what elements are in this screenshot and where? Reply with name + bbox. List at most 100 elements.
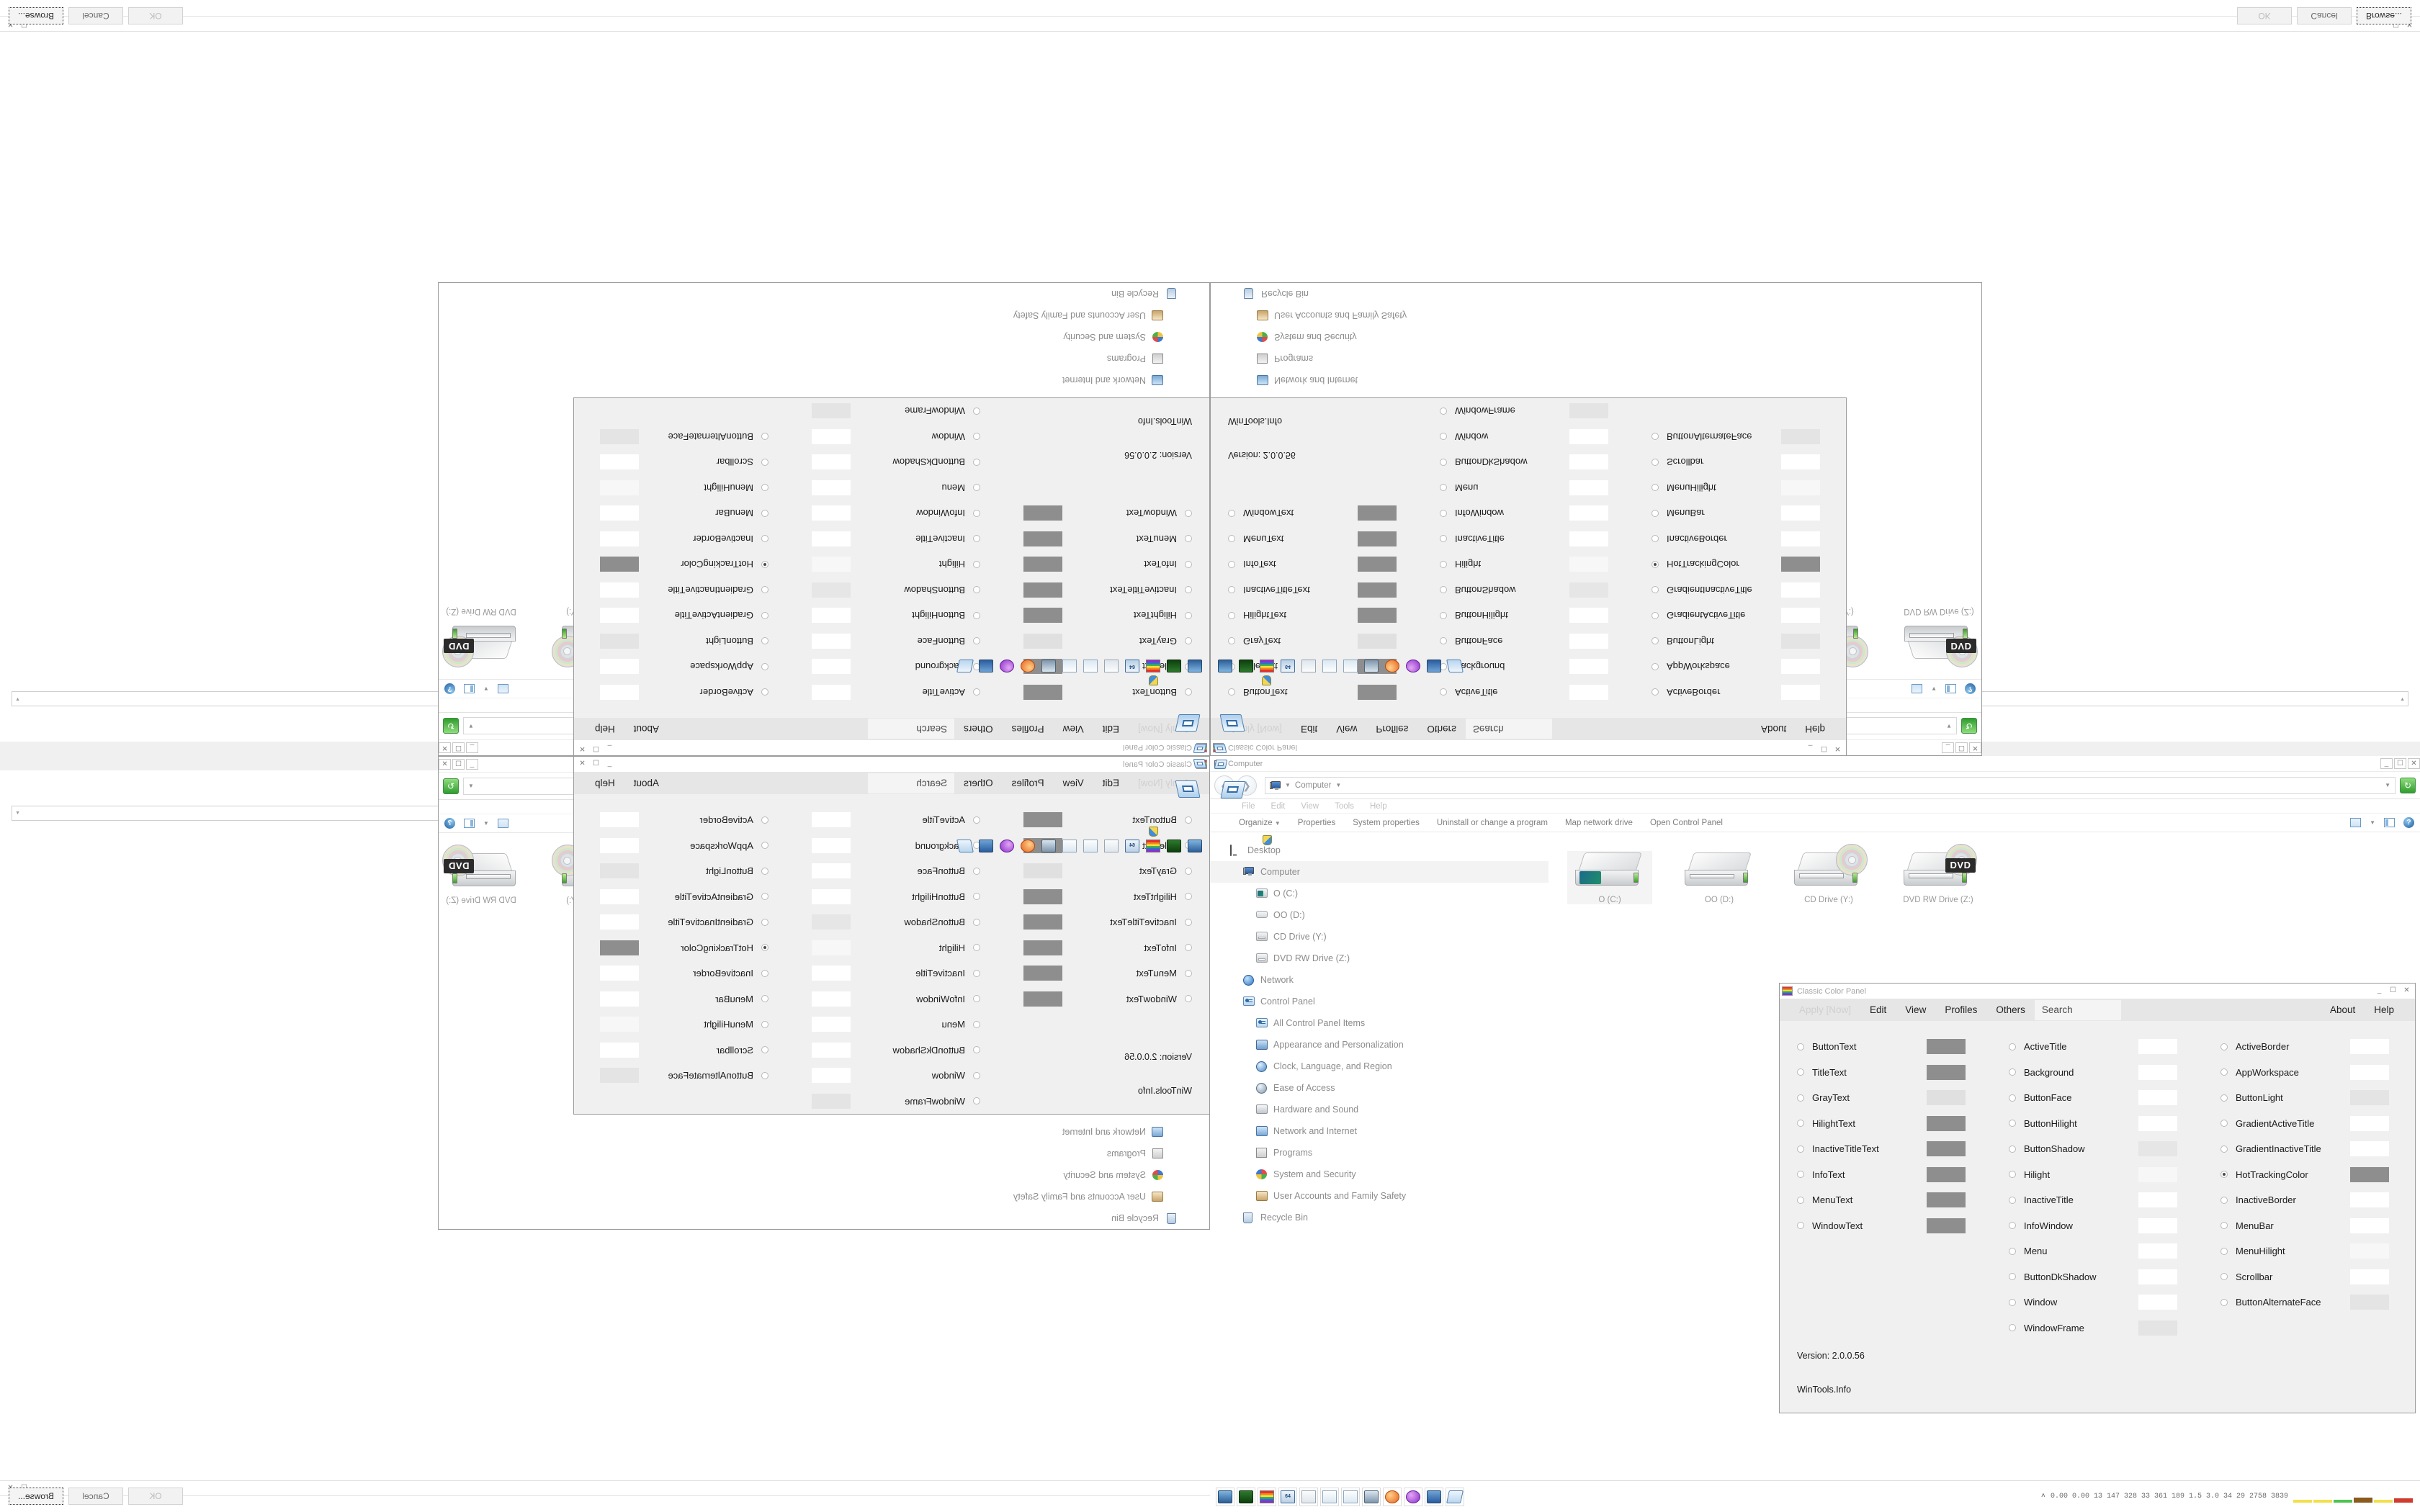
ccp-menu-about[interactable]: About <box>633 724 660 734</box>
ccp-title-bar[interactable]: Classic Color Panel _ ☐ ✕ <box>574 740 1209 755</box>
color-row-infowindow[interactable]: InfoWindow <box>786 986 998 1012</box>
color-row-buttonhilight[interactable]: ButtonHilight <box>786 603 998 629</box>
color-row-hilight[interactable]: Hilight <box>786 935 998 961</box>
taskbar-item[interactable]: 64 <box>1278 1487 1297 1506</box>
explorer-command-bar[interactable]: Organize ▼ Properties System properties … <box>1210 814 2420 832</box>
color-swatch-background[interactable] <box>812 837 851 853</box>
color-swatch-appworkspace[interactable] <box>1781 659 1820 675</box>
color-swatch-buttonalternateface[interactable] <box>600 1068 639 1084</box>
color-swatch-hilight[interactable] <box>2138 1166 2177 1182</box>
color-row-menutext[interactable]: MenuText <box>998 526 1209 552</box>
color-radio-inactiveborder[interactable] <box>761 969 768 977</box>
color-radio-hilighttext[interactable] <box>1797 1120 1804 1128</box>
tree-item-system-and-security[interactable]: System and Security <box>1210 1164 1549 1185</box>
color-radio-gradientactivetitle[interactable] <box>761 893 768 901</box>
command-organize[interactable]: Organize ▼ <box>1239 818 1281 827</box>
taskbar-item[interactable] <box>1320 1487 1339 1506</box>
color-radio-activeborder[interactable] <box>761 688 768 696</box>
color-radio-buttondkshadow[interactable] <box>1440 458 1447 466</box>
color-swatch-menuhilight[interactable] <box>600 1017 639 1032</box>
color-radio-graytext[interactable] <box>1797 1094 1804 1102</box>
ccp-minimize-button[interactable]: _ <box>607 744 612 752</box>
color-swatch-menubar[interactable] <box>2350 1218 2389 1233</box>
color-row-buttontext[interactable]: ButtonText <box>998 807 1209 833</box>
color-row-hilighttext[interactable]: HilightText <box>1780 1111 1991 1137</box>
color-row-menuhilight[interactable]: MenuHilight <box>574 1012 786 1038</box>
color-radio-hilighttext[interactable] <box>1228 611 1235 619</box>
color-radio-gradientinactivetitle[interactable] <box>1652 586 1659 594</box>
tree-item-cd-drive-y[interactable]: CD Drive (Y:) <box>1210 926 1549 948</box>
color-row-buttonalternateface[interactable]: ButtonAlternateFace <box>574 424 786 450</box>
tree-item-hardware-and-sound[interactable]: Hardware and Sound <box>1210 1099 1549 1120</box>
color-radio-buttonalternateface[interactable] <box>761 1071 768 1079</box>
color-swatch-infotext[interactable] <box>1023 940 1062 955</box>
color-swatch-windowtext[interactable] <box>1358 505 1397 521</box>
color-row-infowindow[interactable]: InfoWindow <box>1991 1213 2203 1239</box>
color-radio-windowframe[interactable] <box>973 407 980 415</box>
color-swatch-buttonshadow[interactable] <box>2138 1141 2177 1157</box>
tree-item-programs[interactable]: Programs <box>871 1143 1209 1164</box>
color-swatch-titletext[interactable] <box>1927 1064 1966 1080</box>
ccp-title-bar[interactable]: Classic Color Panel _ ☐ ✕ <box>1780 984 2415 999</box>
color-row-hilight[interactable]: Hilight <box>786 552 998 577</box>
drive-item-dvd-rw-drive-z[interactable]: DVD DVD RW Drive (Z:) <box>1896 844 1981 904</box>
color-swatch-inactiveborder[interactable] <box>1781 531 1820 546</box>
color-radio-menubar[interactable] <box>761 509 768 517</box>
color-row-buttonface[interactable]: ButtonFace <box>786 629 998 654</box>
run-button-row[interactable]: OK Cancel Browse... <box>2237 7 2411 24</box>
ccp-menu-help[interactable]: Help <box>595 778 615 788</box>
drive-item-dvd-rw-drive-z[interactable]: DVD DVD RW Drive (Z:) <box>439 607 524 667</box>
color-swatch-infotext[interactable] <box>1023 557 1062 572</box>
color-swatch-activeborder[interactable] <box>600 812 639 828</box>
refresh-icon[interactable]: ↻ <box>2400 777 2416 793</box>
color-radio-hilighttext[interactable] <box>1185 893 1192 901</box>
color-row-graytext[interactable]: GrayText <box>1780 1085 1991 1111</box>
menu-file[interactable]: File <box>1242 801 1255 811</box>
tree-item-system-and-security[interactable]: System and Security <box>871 1164 1209 1186</box>
color-radio-buttonhilight[interactable] <box>973 611 980 619</box>
color-row-buttonshadow[interactable]: ButtonShadow <box>786 909 998 935</box>
color-swatch-buttonface[interactable] <box>2138 1090 2177 1106</box>
color-radio-buttonlight[interactable] <box>761 867 768 875</box>
color-swatch-window[interactable] <box>2138 1295 2177 1310</box>
color-radio-buttontext[interactable] <box>1228 688 1235 696</box>
color-row-scrollbar[interactable]: Scrollbar <box>2203 1264 2415 1290</box>
command-properties[interactable]: Properties <box>1297 818 1336 827</box>
color-swatch-windowtext[interactable] <box>1927 1218 1966 1233</box>
tree-item-recycle-bin[interactable]: Recycle Bin <box>871 1207 1209 1229</box>
ccp-menu-profiles[interactable]: Profiles <box>1376 724 1409 734</box>
color-radio-menutext[interactable] <box>1797 1196 1804 1204</box>
color-radio-inactivetitletext[interactable] <box>1185 918 1192 926</box>
color-row-buttonshadow[interactable]: ButtonShadow <box>1991 1136 2203 1162</box>
navigation-pane[interactable]: Desktop Computer O (C:) OO (D:) CD Drive (Y:… <box>1210 832 1549 1480</box>
color-row-appworkspace[interactable]: AppWorkspace <box>2203 1060 2415 1086</box>
color-row-buttondkshadow[interactable]: ButtonDkShadow <box>786 449 998 475</box>
color-radio-appworkspace[interactable] <box>761 842 768 850</box>
color-radio-hilight[interactable] <box>973 560 980 568</box>
help-icon[interactable]: ? <box>444 683 455 694</box>
color-swatch-buttonface[interactable] <box>812 863 851 879</box>
taskbar-item[interactable] <box>1362 1487 1381 1506</box>
command-open-control-panel[interactable]: Open Control Panel <box>1649 818 1723 827</box>
tree-item-ease-of-access[interactable]: Ease of Access <box>1210 1077 1549 1099</box>
color-swatch-gradientactivetitle[interactable] <box>2350 1115 2389 1131</box>
color-radio-gradientactivetitle[interactable] <box>2220 1120 2228 1128</box>
color-radio-hottrackingcolor[interactable] <box>761 560 768 568</box>
color-radio-inactivetitletext[interactable] <box>1228 586 1235 594</box>
color-radio-buttonlight[interactable] <box>2220 1094 2228 1102</box>
drive-item-dvd-rw-drive-z[interactable]: DVD DVD RW Drive (Z:) <box>1896 607 1981 667</box>
explorer-window-buttons[interactable]: _ ☐ ✕ <box>1942 742 1981 753</box>
ccp-menu-bar[interactable]: Apply [Now] Edit View Profiles Others Se… <box>1211 718 1846 740</box>
color-row-buttontext[interactable]: ButtonText <box>1780 1034 1991 1060</box>
color-row-inactiveborder[interactable]: InactiveBorder <box>2203 1187 2415 1213</box>
color-swatch-windowframe[interactable] <box>2138 1320 2177 1336</box>
color-radio-activeborder[interactable] <box>1652 688 1659 696</box>
color-swatch-buttonface[interactable] <box>1569 633 1608 649</box>
color-swatch-buttontext[interactable] <box>1358 684 1397 700</box>
color-swatch-inactivetitletext[interactable] <box>1023 914 1062 930</box>
color-radio-hilight[interactable] <box>973 944 980 952</box>
ccp-menu-others[interactable]: Others <box>964 724 993 734</box>
color-radio-menu[interactable] <box>2009 1247 2016 1255</box>
color-swatch-buttonlight[interactable] <box>2350 1090 2389 1106</box>
classic-color-panel-window[interactable]: Classic Color Panel _ ☐ ✕ Apply [Now] Ed… <box>573 397 1210 756</box>
